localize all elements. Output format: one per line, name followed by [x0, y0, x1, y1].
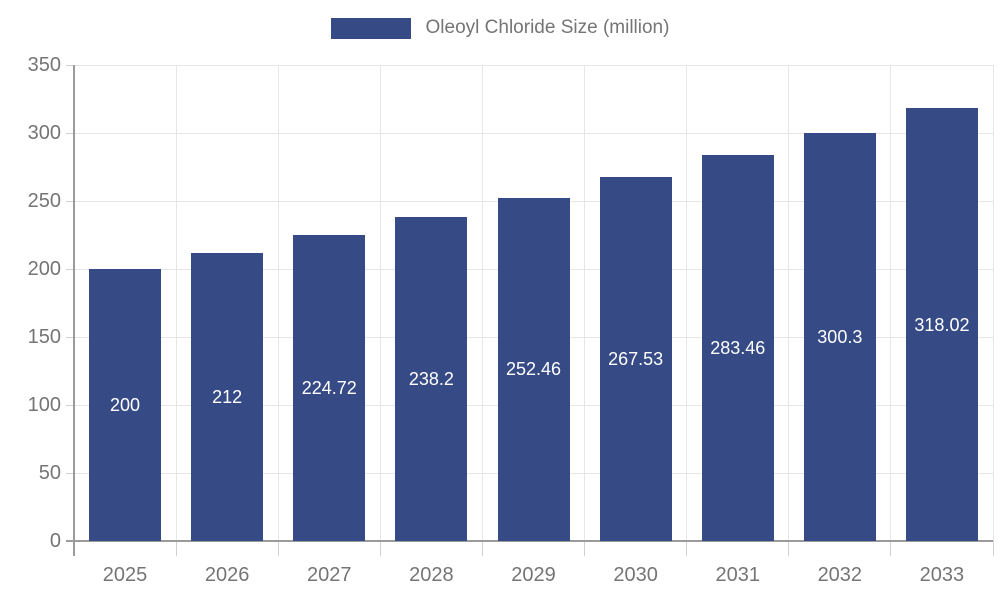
legend-item[interactable]: Oleoyl Chloride Size (million)	[0, 17, 1000, 39]
bar[interactable]	[293, 235, 366, 541]
bar[interactable]	[89, 269, 162, 541]
x-axis-tick	[481, 541, 483, 556]
x-axis-label: 2033	[919, 564, 965, 586]
y-axis-tick	[66, 472, 74, 474]
y-axis-label: 50	[38, 462, 61, 484]
bar[interactable]	[701, 155, 774, 541]
v-gridline	[788, 65, 790, 541]
x-axis-tick	[890, 541, 892, 556]
y-axis-label: 300	[27, 122, 61, 144]
bar[interactable]	[599, 177, 672, 541]
x-axis-label: 2031	[715, 564, 760, 586]
bar-value-label: 200	[110, 395, 141, 415]
x-axis-tick	[788, 541, 790, 556]
x-axis-label: 2026	[204, 564, 250, 586]
x-axis-tick	[584, 541, 586, 556]
y-axis-tick	[66, 336, 74, 338]
v-gridline	[481, 65, 483, 541]
y-axis-label: 100	[27, 394, 61, 416]
y-axis-tick	[66, 64, 74, 66]
x-axis-label: 2032	[817, 564, 863, 586]
legend-swatch-icon	[330, 17, 411, 39]
y-axis-label: 200	[27, 258, 61, 280]
x-axis-tick	[686, 541, 688, 556]
bar-value-label: 212	[212, 386, 243, 407]
bar-value-label: 318.02	[914, 314, 970, 335]
x-axis-line	[66, 540, 993, 542]
y-axis-label: 350	[27, 54, 61, 76]
x-axis-label: 2028	[409, 564, 454, 586]
v-gridline	[584, 65, 586, 541]
bar-value-label: 224.72	[301, 378, 357, 399]
h-gridline	[74, 132, 993, 134]
v-gridline	[992, 65, 994, 541]
v-gridline	[890, 65, 892, 541]
y-axis-line	[73, 65, 75, 556]
bar-value-label: 252.46	[505, 359, 562, 380]
bar-value-label: 238.2	[408, 369, 454, 390]
bar-value-label: 283.46	[710, 338, 766, 359]
legend-label: Oleoyl Chloride Size (million)	[425, 17, 670, 38]
bar[interactable]	[395, 217, 468, 541]
v-gridline	[686, 65, 688, 541]
bar-value-label: 300.3	[817, 326, 863, 347]
y-axis-label: 0	[49, 530, 61, 552]
h-gridline	[74, 64, 993, 66]
v-gridline	[379, 65, 381, 541]
y-axis-tick	[66, 132, 74, 134]
bar[interactable]	[497, 197, 570, 541]
v-gridline	[175, 65, 177, 541]
y-axis-label: 150	[27, 326, 61, 348]
x-axis-tick	[277, 541, 279, 556]
v-gridline	[277, 65, 279, 541]
bar[interactable]	[905, 108, 978, 541]
x-axis-label: 2025	[102, 564, 148, 586]
x-axis-label: 2029	[511, 564, 556, 586]
y-axis-tick	[66, 268, 74, 270]
x-axis-tick	[379, 541, 381, 556]
y-axis-label: 250	[27, 190, 61, 212]
bar[interactable]	[191, 252, 264, 541]
bar[interactable]	[803, 132, 876, 541]
bar-value-label: 267.53	[608, 349, 664, 370]
y-axis-tick	[66, 200, 74, 202]
y-axis-tick	[66, 404, 74, 406]
x-axis-label: 2027	[307, 564, 352, 586]
x-axis-label: 2030	[613, 564, 658, 586]
x-axis-tick	[992, 541, 994, 556]
x-axis-tick	[175, 541, 177, 556]
